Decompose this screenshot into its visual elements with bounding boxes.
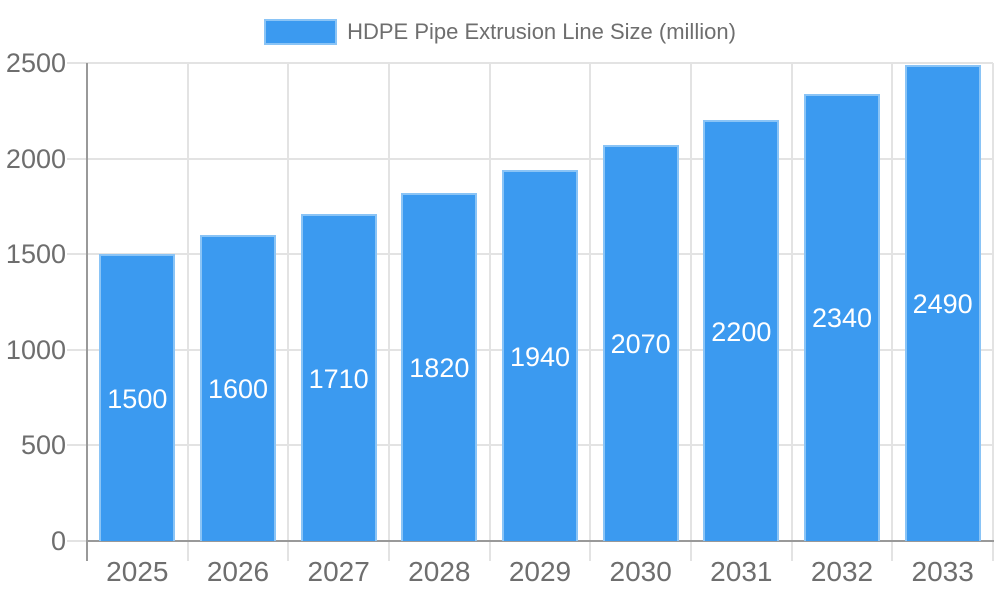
x-tick-label: 2033 — [911, 556, 974, 587]
x-gridline — [589, 63, 592, 561]
x-tick-label: 2030 — [609, 556, 672, 587]
y-tick-label: 1000 — [5, 334, 66, 365]
bar-2030[interactable]: 2070 — [602, 145, 679, 541]
x-tick-label: 2031 — [710, 556, 773, 587]
bar-2026[interactable]: 1600 — [200, 235, 276, 541]
bar-2028[interactable]: 1820 — [401, 193, 478, 541]
legend-swatch — [264, 19, 338, 45]
y-tick-label: 2500 — [5, 48, 66, 78]
bar-2029[interactable]: 1940 — [502, 170, 578, 541]
x-gridline — [488, 63, 491, 561]
x-gridline — [690, 63, 692, 561]
bar-value-label: 1600 — [207, 374, 269, 405]
x-gridline — [891, 63, 894, 561]
x-tick-label: 2029 — [508, 556, 572, 587]
y-tick-label: 2000 — [5, 143, 66, 174]
x-gridline — [186, 63, 189, 561]
bar-2027[interactable]: 1710 — [300, 214, 377, 541]
bar-value-label: 1710 — [308, 363, 369, 394]
x-tick-label: 2025 — [106, 556, 169, 587]
x-gridline — [790, 63, 793, 561]
y-tick-label: 1500 — [5, 239, 66, 270]
bar-value-label: 2070 — [610, 329, 671, 360]
y-gridline — [67, 62, 993, 64]
x-gridline — [287, 63, 290, 561]
bar-2032[interactable]: 2340 — [804, 93, 880, 541]
y-axis-line — [86, 63, 88, 561]
bar-2033[interactable]: 2490 — [904, 64, 981, 541]
legend-label: HDPE Pipe Extrusion Line Size (million) — [347, 19, 736, 44]
bar-value-label: 1820 — [409, 353, 470, 383]
y-tick-label: 0 — [50, 526, 66, 556]
bar-value-label: 1940 — [509, 341, 571, 372]
bar-value-label: 2490 — [912, 288, 973, 319]
y-tick-label: 500 — [20, 430, 66, 461]
x-gridline — [992, 63, 994, 561]
x-gridline — [388, 63, 390, 561]
bar-value-label: 1500 — [107, 383, 168, 414]
legend-item[interactable]: HDPE Pipe Extrusion Line Size (million) — [0, 17, 1000, 47]
y-gridline — [67, 157, 993, 160]
x-axis-line — [86, 540, 994, 542]
x-tick-label: 2026 — [206, 556, 270, 587]
x-tick-label: 2027 — [307, 556, 370, 587]
bar-2025[interactable]: 1500 — [99, 254, 176, 541]
x-tick-label: 2032 — [810, 556, 874, 587]
x-tick-label: 2028 — [408, 556, 471, 587]
bar-value-label: 2200 — [711, 316, 772, 347]
bar-2031[interactable]: 2200 — [703, 120, 780, 541]
bar-value-label: 2340 — [811, 303, 873, 334]
